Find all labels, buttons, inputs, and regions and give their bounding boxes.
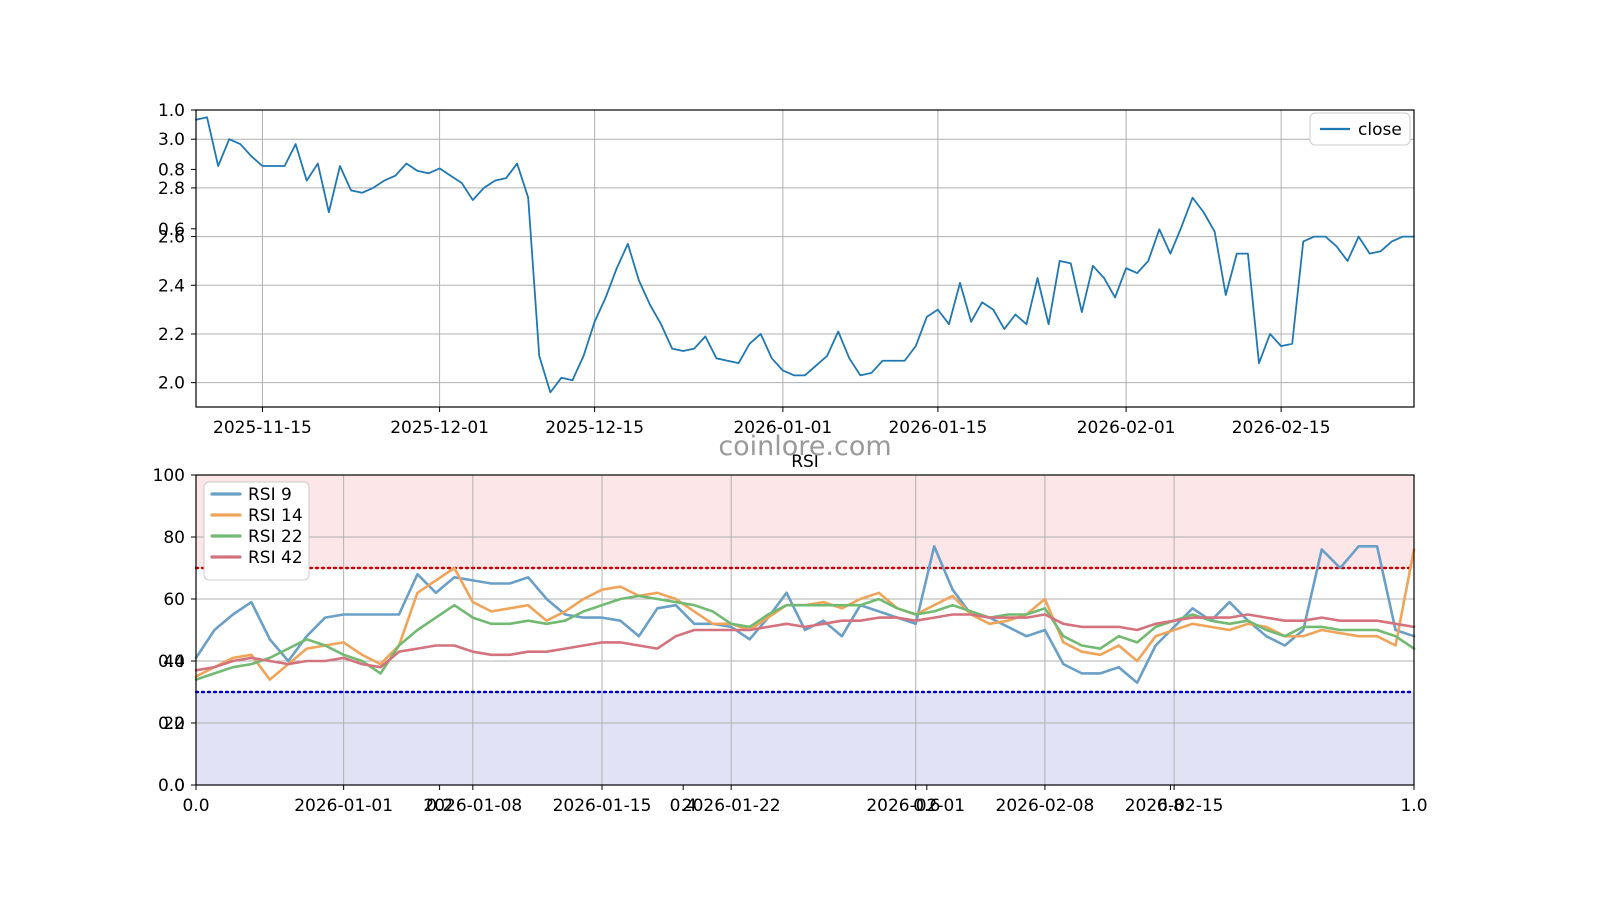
price-y-tick-label: 2.6 — [158, 228, 185, 248]
rsi-x-tick-overlay-label: 0.4 — [670, 796, 697, 816]
rsi-y-tick-label: 100 — [153, 466, 185, 486]
rsi22-line — [194, 594, 1416, 681]
price-legend: close — [1309, 112, 1411, 146]
price-y-tick-overlay-label: 1.0 — [158, 101, 185, 121]
rsi-x-tick-label: 2026-02-15 — [1125, 796, 1224, 816]
rsi-panel-title: RSI — [791, 452, 819, 472]
price-y-tick-overlay-label: 0.8 — [158, 160, 185, 180]
rsi-y-tick-overlay-label: 0.2 — [158, 714, 185, 734]
rsi-overbought-band — [196, 475, 1414, 568]
price-y-tick-label: 3.0 — [158, 130, 185, 150]
rsi-y-tick-label: 60 — [163, 590, 185, 610]
rsi-x-tick-overlay-label: 1.0 — [1400, 796, 1427, 816]
price-y-tick-label: 2.4 — [158, 276, 185, 296]
price-axes-frame — [195, 109, 1415, 408]
price-x-tick-label: 2026-01-15 — [888, 418, 987, 438]
rsi-x-tick-overlay-label: 0.8 — [1157, 796, 1184, 816]
price-panel: 2025-11-15 2025-12-01 2025-12-15 2026-01-01… — [158, 101, 1415, 438]
rsi-legend-label: RSI 9 — [248, 485, 292, 505]
rsi-legend-label: RSI 22 — [248, 527, 303, 547]
price-y-tick-label: 2.2 — [158, 325, 185, 345]
rsi-x-tick-label: 2026-01-08 — [423, 796, 522, 816]
rsi-x-tick-label: 2026-01-01 — [294, 796, 393, 816]
price-x-tick-label: 2025-12-15 — [545, 418, 644, 438]
price-y-tick-overlay-label: 0.6 — [158, 220, 185, 240]
price-x-tick-label: 2026-01-01 — [733, 418, 832, 438]
rsi-oversold-band — [196, 692, 1414, 785]
price-legend-label: close — [1358, 120, 1402, 140]
rsi-axes-frame — [195, 474, 1415, 786]
price-x-tick-label: 2025-11-15 — [213, 418, 312, 438]
price-y-tick-label: 2.0 — [158, 374, 185, 394]
close-line — [195, 116, 1415, 394]
rsi-y-tick-label: 20 — [163, 714, 185, 734]
rsi-y-tick-label: 80 — [163, 528, 185, 548]
rsi42-line — [194, 613, 1416, 672]
price-x-tick-label: 2025-12-01 — [390, 418, 489, 438]
rsi-x-tick-label: 2026-02-01 — [866, 796, 965, 816]
rsi-x-tick-overlay-label: 0.6 — [913, 796, 940, 816]
rsi-x-tick-overlay-label: 0.0 — [182, 796, 209, 816]
price-legend-box — [1309, 112, 1411, 146]
watermark: coinlore.com — [718, 431, 891, 462]
rsi-y-tick-overlay-label: 0.4 — [158, 652, 185, 672]
price-x-tick-label: 2026-02-15 — [1232, 418, 1331, 438]
rsi-y-tick-label: 0 — [174, 776, 185, 796]
rsi-x-tick-label: 2026-01-15 — [553, 796, 652, 816]
price-x-tick-label: 2026-02-01 — [1077, 418, 1176, 438]
rsi-x-tick-label: 2026-02-08 — [996, 796, 1095, 816]
price-plot-area — [196, 110, 1414, 407]
rsi-y-tick-label: 40 — [163, 652, 185, 672]
rsi-legend-label: RSI 42 — [248, 548, 303, 568]
rsi-x-tick-label: 2026-01-22 — [682, 796, 781, 816]
rsi-legend-label: RSI 14 — [248, 506, 303, 526]
rsi-y-tick-overlay-label: 0.0 — [158, 776, 185, 796]
rsi-x-tick-overlay-label: 0.2 — [426, 796, 453, 816]
watermark-text: coinlore.com — [718, 431, 891, 462]
rsi-panel: 2026-01-01 2026-01-08 2026-01-15 2026-01-22… — [153, 452, 1428, 816]
price-y-tick-label: 2.8 — [158, 179, 185, 199]
